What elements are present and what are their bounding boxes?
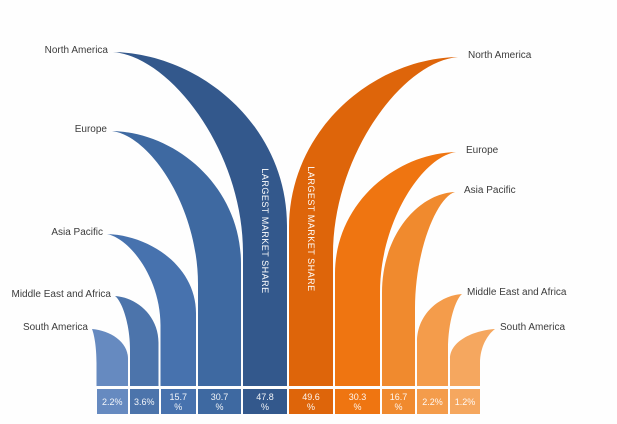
region-label-right-middle-east-and-africa: Middle East and Africa (467, 287, 567, 298)
value-text: 3.6% (133, 396, 155, 407)
region-label-left-asia-pacific: Asia Pacific (51, 227, 103, 238)
value-box-left-asia-pacific: 15.7% (160, 389, 196, 414)
region-label-right-europe: Europe (466, 145, 499, 156)
value-text: 30.7 (210, 391, 229, 402)
value-box-left-north-america: 47.8% (243, 389, 287, 414)
value-unit-text: % (215, 401, 224, 412)
value-box-right-north-america: 49.6% (289, 389, 333, 414)
value-text: 1.2% (454, 396, 476, 407)
region-label-left-europe: Europe (74, 124, 107, 135)
value-text: 2.2% (422, 396, 443, 407)
swoosh-left-south-america (92, 329, 128, 386)
region-label-right-asia-pacific: Asia Pacific (464, 185, 516, 196)
swoosh-right-middle-east-and-africa (417, 294, 462, 386)
value-text: 2.2% (101, 396, 123, 407)
value-unit-text: % (260, 401, 269, 412)
value-box-left-south-america: 2.2% (96, 389, 128, 414)
largest-market-share-banner-right: LARGEST MARKET SHARE (306, 166, 316, 292)
region-label-left-middle-east-and-africa: Middle East and Africa (11, 289, 112, 300)
region-label-left-south-america: South America (22, 322, 88, 333)
value-box-right-asia-pacific: 16.7% (382, 389, 415, 414)
value-box-right-middle-east-and-africa: 2.2% (417, 389, 448, 414)
value-text: 30.3 (348, 391, 367, 402)
swoosh-left-europe (112, 131, 241, 386)
value-unit-text: % (174, 401, 183, 412)
value-unit-text: % (306, 401, 315, 412)
value-box-right-south-america: 1.2% (450, 389, 480, 414)
swoosh-left-asia-pacific (107, 234, 196, 386)
value-text: 16.7 (389, 391, 408, 402)
largest-market-share-banner-left: LARGEST MARKET SHARE (260, 168, 270, 294)
region-label-right-north-america: North America (468, 50, 532, 61)
swoosh-right-asia-pacific (382, 192, 455, 386)
swoosh-right-south-america (450, 329, 495, 386)
swoosh-right-north-america (289, 57, 458, 386)
swoosh-left-north-america (113, 52, 287, 386)
swoosh-left-middle-east-and-africa (115, 296, 159, 386)
value-unit-text: % (394, 401, 403, 412)
region-label-left-north-america: North America (44, 45, 108, 56)
value-text: 47.8 (256, 391, 274, 402)
value-box-right-europe: 30.3% (335, 389, 380, 414)
value-box-left-middle-east-and-africa: 3.6% (130, 389, 159, 414)
value-text: 15.7 (169, 391, 188, 402)
value-unit-text: % (353, 401, 362, 412)
value-box-left-europe: 30.7% (198, 389, 241, 414)
value-text: 49.6 (302, 391, 320, 402)
region-label-right-south-america: South America (500, 322, 566, 333)
swoosh-right-europe (335, 152, 456, 386)
